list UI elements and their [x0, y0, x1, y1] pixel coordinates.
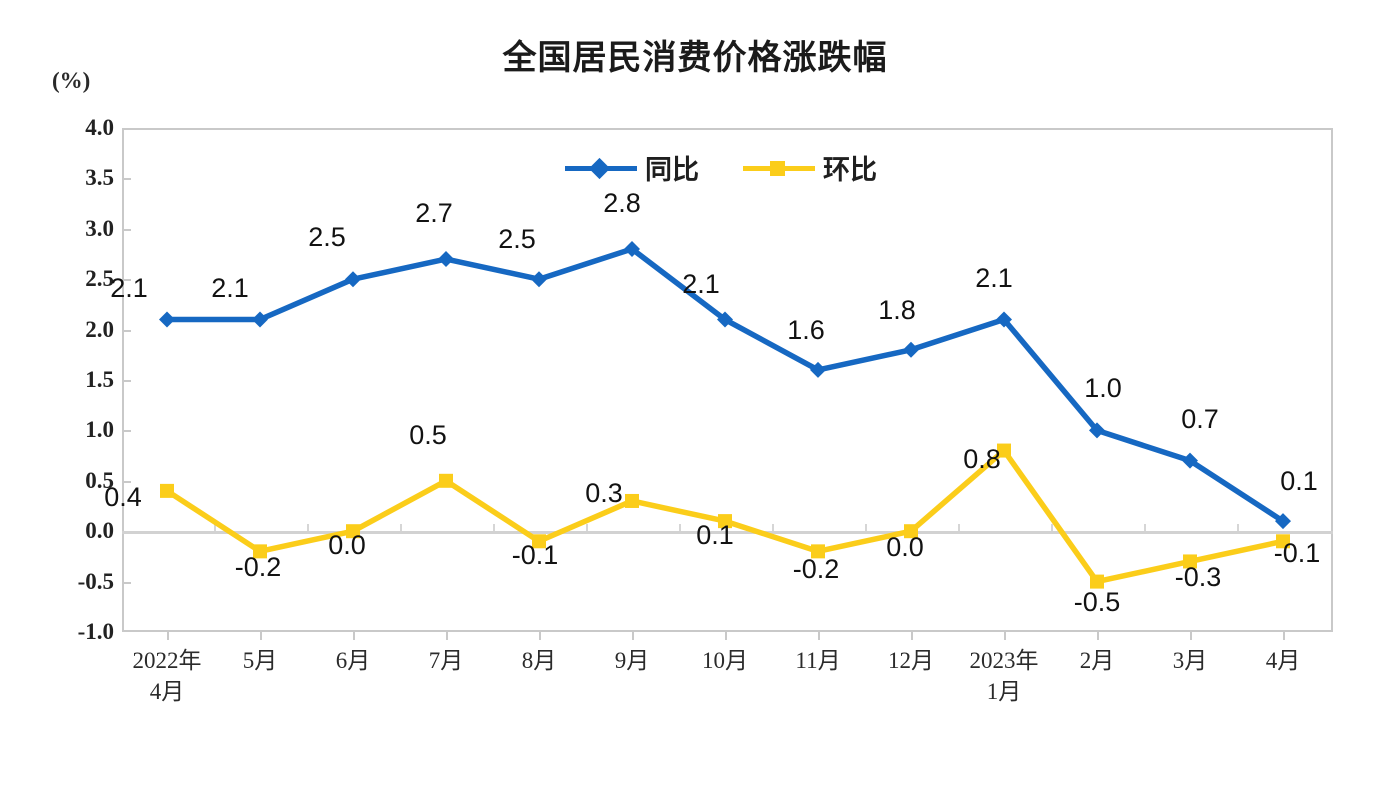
- data-label-同比: 2.5: [308, 222, 346, 253]
- baseline-tick-mark: [213, 524, 216, 532]
- x-axis-tick-mark: [725, 632, 727, 640]
- x-axis-tick-mark: [1283, 632, 1285, 640]
- data-label-环比: -0.1: [511, 540, 559, 571]
- x-axis-tick-mark: [353, 632, 355, 640]
- data-label-同比: 2.5: [498, 224, 536, 255]
- data-label-环比: -0.5: [1073, 586, 1121, 617]
- y-axis-tick-label: 3.5: [85, 165, 114, 191]
- y-axis-tick-mark: [122, 380, 131, 382]
- y-axis-tick-label: -0.5: [77, 568, 114, 594]
- baseline-tick-mark: [771, 524, 774, 532]
- y-axis-tick-mark: [122, 178, 131, 181]
- y-axis-tick-label: 0.0: [85, 518, 114, 544]
- x-axis-tick-mark: [446, 632, 448, 640]
- x-axis-tick-label: 8月: [521, 648, 557, 673]
- baseline-tick-mark: [1143, 524, 1146, 532]
- legend-item-tongbi[interactable]: 同比: [565, 148, 699, 187]
- y-axis-unit-label: (%): [52, 68, 91, 93]
- x-axis-tick-label: 5月: [242, 648, 278, 673]
- y-axis-tick-label: 3.0: [85, 215, 114, 241]
- data-label-同比: 2.1: [110, 272, 148, 303]
- y-axis-tick-label: 1.0: [85, 417, 114, 443]
- x-axis-tick-mark: [1004, 632, 1006, 640]
- x-axis-tick-mark: [260, 632, 262, 640]
- x-axis-tick-label: 12月: [888, 648, 934, 673]
- x-axis-tick-mark: [632, 632, 634, 640]
- baseline-tick-mark: [864, 524, 867, 532]
- chart-title: 全国居民消费价格涨跌幅: [502, 39, 888, 77]
- y-axis-tick-mark: [122, 430, 131, 433]
- baseline-tick-mark: [492, 524, 495, 532]
- data-label-同比: 2.8: [603, 187, 641, 218]
- y-axis-tick-label: -1.0: [77, 619, 114, 644]
- data-label-环比: 0.0: [886, 532, 924, 563]
- data-label-环比: 0.1: [696, 520, 734, 551]
- y-axis-tick-label: 2.5: [85, 266, 114, 292]
- legend-swatch-blue-diamond-icon: [565, 157, 637, 179]
- data-label-同比: 0.7: [1181, 403, 1219, 434]
- baseline-tick-mark: [957, 524, 960, 532]
- x-axis-tick-label: 10月: [702, 648, 748, 673]
- data-label-环比: 0.3: [585, 477, 623, 508]
- x-axis-tick-label: 9月: [614, 648, 650, 673]
- x-axis-tick-label: 3月: [1172, 648, 1208, 673]
- y-axis-tick-mark: [122, 480, 131, 483]
- y-axis-tick-mark: [122, 329, 131, 332]
- y-axis-tick-mark: [122, 279, 131, 282]
- chart-legend: 同比 环比: [565, 148, 877, 187]
- x-axis-tick-label: 7月: [428, 648, 464, 673]
- x-axis-tick-mark: [539, 632, 541, 640]
- y-axis-tick-label: 1.5: [85, 367, 114, 392]
- legend-label-tongbi: 同比: [645, 155, 699, 185]
- x-axis-tick-label: 2022年 4月: [132, 648, 202, 705]
- data-label-环比: 0.5: [409, 419, 447, 450]
- x-axis-tick-mark: [1097, 632, 1099, 640]
- x-axis-tick-label: 2月: [1079, 648, 1115, 673]
- x-axis-tick-mark: [1190, 632, 1192, 640]
- data-label-环比: -0.1: [1273, 538, 1321, 569]
- baseline-tick-mark: [1236, 524, 1239, 532]
- data-label-环比: -0.2: [234, 552, 282, 583]
- y-axis-tick-labels: 4.0 3.5 3.0 2.5 2.0 1.5 1.0 0.5 0.0 -0.5 -1.0: [42, 0, 114, 800]
- y-axis-tick-label: 2.0: [85, 316, 114, 342]
- y-axis-tick-label: 4.0: [85, 115, 114, 140]
- y-axis-tick-mark: [122, 228, 131, 231]
- legend-item-huanbi[interactable]: 环比: [743, 148, 877, 187]
- legend-label-huanbi: 环比: [823, 155, 877, 185]
- x-axis-tick-mark: [911, 632, 913, 640]
- data-label-同比: 2.1: [682, 268, 720, 299]
- x-axis-tick-mark: [818, 632, 820, 640]
- data-label-环比: -0.2: [792, 554, 840, 585]
- data-label-同比: 1.0: [1084, 373, 1122, 404]
- baseline-tick-mark: [1050, 524, 1053, 532]
- data-label-同比: 0.1: [1280, 466, 1318, 497]
- data-label-环比: -0.3: [1174, 562, 1222, 593]
- data-label-同比: 2.1: [975, 262, 1013, 293]
- y-axis-tick-label: 0.5: [85, 467, 114, 493]
- x-axis-tick-mark: [167, 632, 169, 640]
- data-label-同比: 1.8: [878, 294, 916, 325]
- data-label-同比: 2.7: [415, 198, 453, 229]
- x-axis-tick-label: 2023年 1月: [969, 648, 1039, 705]
- baseline-tick-mark: [585, 524, 588, 532]
- legend-swatch-yellow-square-icon: [743, 159, 815, 177]
- data-label-同比: 1.6: [787, 314, 825, 345]
- x-axis-tick-label: 6月: [335, 648, 371, 673]
- y-axis-tick-mark: [122, 581, 131, 584]
- data-label-环比: 0.0: [328, 530, 366, 561]
- data-label-环比: 0.8: [963, 443, 1001, 474]
- data-label-同比: 2.1: [211, 272, 249, 303]
- x-axis-tick-label: 4月: [1265, 648, 1301, 673]
- data-label-环比: 0.4: [104, 481, 142, 512]
- x-axis-tick-label: 11月: [795, 648, 841, 673]
